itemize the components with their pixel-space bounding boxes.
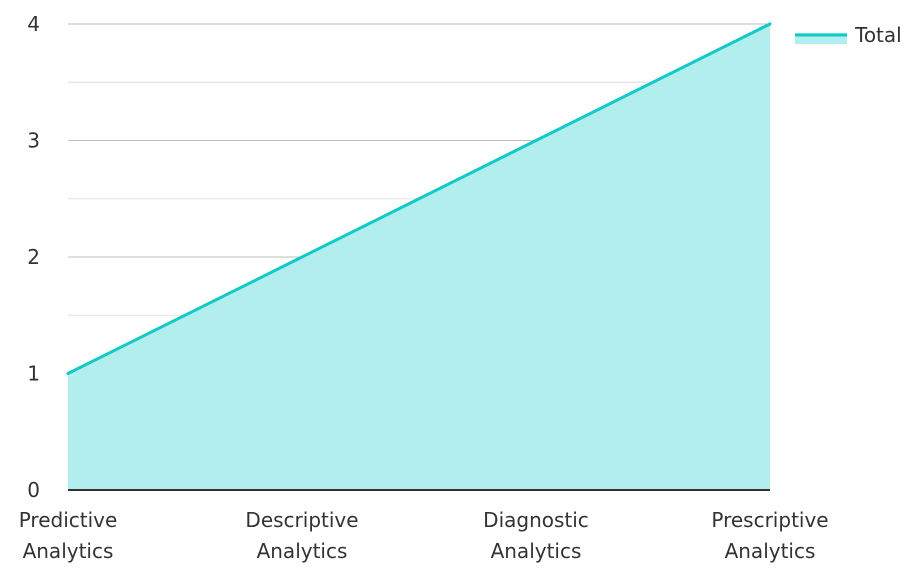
x-tick-label: Predictive Analytics — [19, 508, 118, 563]
x-tick-label-line: Analytics — [491, 539, 582, 563]
x-tick-label-line: Descriptive — [245, 508, 358, 532]
data-point — [300, 255, 304, 259]
y-axis-ticks: 0 1 2 3 4 — [27, 12, 40, 502]
series-line — [66, 22, 772, 375]
x-tick-label-line: Predictive — [19, 508, 118, 532]
data-point — [66, 372, 70, 375]
legend-swatch-fill — [795, 33, 847, 44]
legend-label: Total — [854, 23, 902, 47]
x-tick-label-line: Diagnostic — [483, 508, 589, 532]
legend[interactable]: Total — [795, 23, 902, 47]
y-tick-label: 3 — [27, 129, 40, 153]
series-area — [66, 22, 772, 490]
x-tick-label-line: Analytics — [257, 539, 348, 563]
x-tick-label-line: Prescriptive — [711, 508, 828, 532]
y-tick-label: 1 — [27, 362, 40, 386]
x-tick-label: Prescriptive Analytics — [711, 508, 828, 563]
data-point — [768, 22, 772, 26]
y-tick-label: 0 — [27, 478, 40, 502]
x-tick-label-line: Analytics — [23, 539, 114, 563]
series-area-fill — [68, 24, 770, 490]
y-tick-label: 4 — [27, 12, 40, 36]
y-tick-label: 2 — [27, 245, 40, 269]
x-tick-label: Diagnostic Analytics — [483, 508, 589, 563]
data-point — [534, 139, 538, 142]
x-tick-label-line: Analytics — [725, 539, 816, 563]
x-tick-label: Descriptive Analytics — [245, 508, 358, 563]
